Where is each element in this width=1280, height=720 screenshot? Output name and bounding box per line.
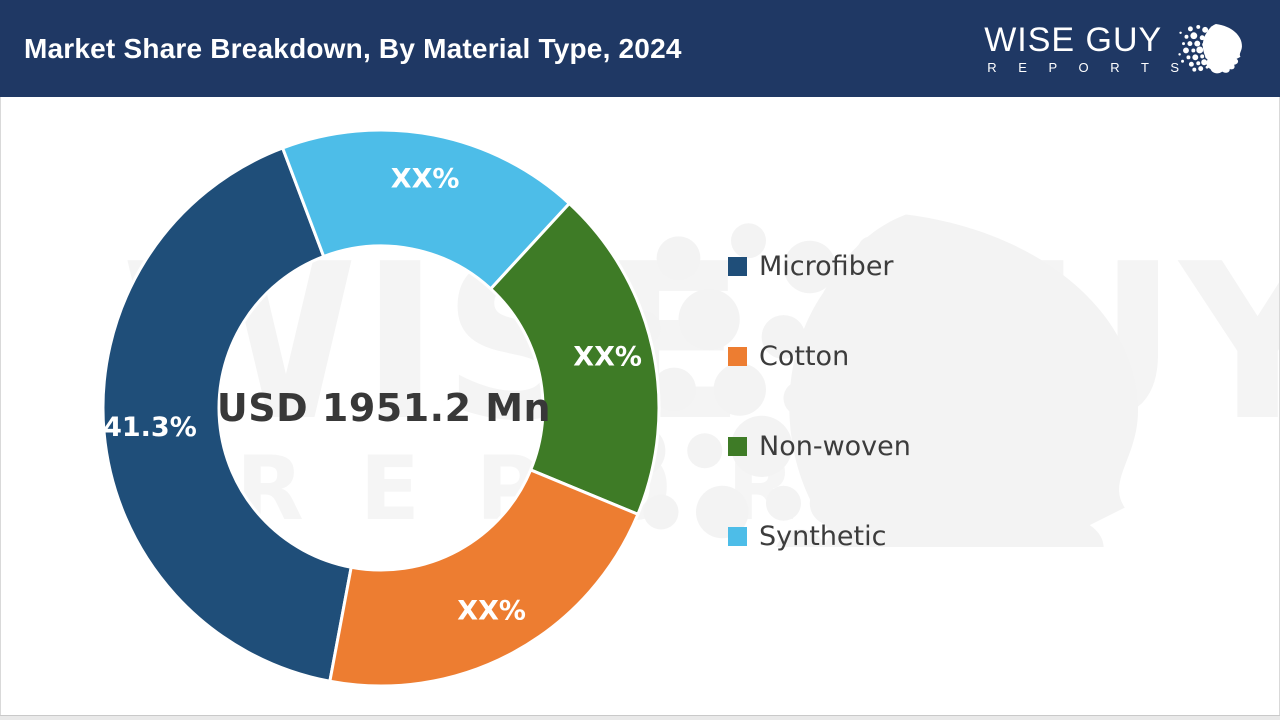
donut-chart: 41.3% XX% XX% XX% (101, 128, 661, 688)
bottom-edge (0, 716, 1280, 720)
donut-segment-cotton (328, 468, 640, 688)
donut-center-value: USD 1951.2 Mn (216, 386, 552, 430)
segment-label-cotton: XX% (457, 596, 526, 627)
legend-label: Cotton (759, 340, 850, 372)
brand-name: WISE GUY (984, 21, 1163, 59)
chart-title: Market Share Breakdown, By Material Type… (24, 32, 682, 64)
donut-segment-synthetic (281, 128, 571, 291)
donut-segment-non-woven (489, 202, 661, 516)
brand-logo-text: WISE GUY R E P O R T S (984, 23, 1188, 74)
brand-logo: WISE GUY R E P O R T S (984, 22, 1280, 76)
donut-segment-microfiber (101, 146, 353, 683)
legend-label: Non-woven (759, 430, 911, 462)
legend-swatch-icon (728, 526, 747, 546)
legend-item-synthetic: Synthetic (728, 519, 911, 553)
brand-face-icon (1178, 23, 1242, 73)
legend-item-non-woven: Non-woven (728, 429, 911, 463)
chart-area: WISE GUY REPORTS 41.3%XX%XX%XX% USD 1951… (0, 97, 1280, 715)
segment-label-non-woven: XX% (573, 342, 642, 373)
legend-item-microfiber: Microfiber (728, 249, 911, 283)
segment-label-synthetic: XX% (391, 164, 460, 195)
legend-item-cotton: Cotton (728, 339, 911, 373)
brand-subtitle: R E P O R T S (987, 60, 1188, 75)
legend-swatch-icon (728, 256, 747, 276)
legend-label: Microfiber (759, 250, 894, 282)
header-bar: Market Share Breakdown, By Material Type… (0, 0, 1280, 97)
chart-legend: Microfiber Cotton Non-woven Synthetic (728, 249, 911, 609)
legend-label: Synthetic (759, 520, 887, 552)
legend-swatch-icon (728, 346, 747, 366)
segment-label-microfiber: 41.3% (103, 412, 197, 443)
bottom-divider (0, 715, 1280, 716)
legend-swatch-icon (728, 436, 747, 456)
